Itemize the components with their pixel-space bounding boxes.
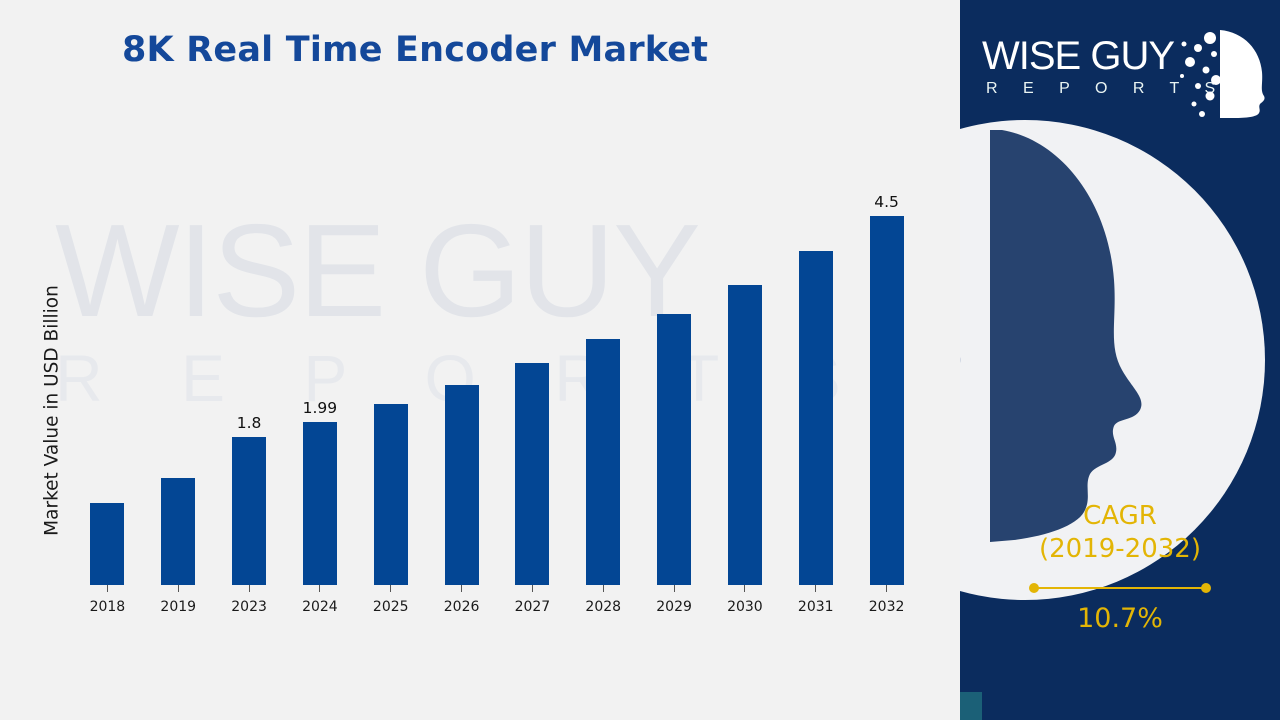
x-axis-tick <box>744 585 746 592</box>
cagr-block: CAGR (2019-2032) 10.7% <box>960 500 1280 634</box>
bar-2029[interactable] <box>657 314 692 585</box>
x-axis-label-2025: 2025 <box>372 599 409 615</box>
dot-cluster-decoration <box>960 357 961 363</box>
x-axis-tick <box>461 585 463 592</box>
y-axis-label: Market Value in USD Billion <box>41 285 63 536</box>
bar-group: 1.99 2024 <box>285 150 355 615</box>
bar-group: 2028 <box>568 150 638 615</box>
bar-value-label-2023: 1.8 <box>236 414 262 433</box>
x-axis-label-2031: 2031 <box>797 599 834 615</box>
bar-group: 2027 <box>497 150 567 615</box>
bar-group: 2018 <box>72 150 142 615</box>
x-axis-tick <box>602 585 604 592</box>
bar-2032[interactable] <box>869 215 904 585</box>
hero-head-silhouette-icon <box>990 130 1142 542</box>
x-axis-label-2024: 2024 <box>302 599 338 615</box>
bar-group: 1.8 2023 <box>214 150 284 615</box>
bar-group: 2030 <box>710 150 780 615</box>
cagr-divider-line <box>1034 586 1206 589</box>
bar-value-label-2024: 1.99 <box>302 398 338 417</box>
x-axis-tick <box>390 585 392 592</box>
cagr-years: (2019-2032) <box>1038 534 1201 565</box>
cagr-value: 10.7% <box>1077 602 1163 634</box>
bar-value-label-2032: 4.5 <box>874 192 899 211</box>
bar-2027[interactable] <box>515 363 550 585</box>
x-axis-tick <box>673 585 675 592</box>
bar-2026[interactable] <box>444 384 479 585</box>
bar-2028[interactable] <box>586 338 621 585</box>
x-axis-label-2030: 2030 <box>727 599 763 615</box>
x-axis-label-2026: 2026 <box>443 599 480 615</box>
x-axis-tick <box>106 585 108 592</box>
logo-wordmark: WISE GUY <box>982 34 1175 78</box>
brand-panel: WISE GUY R E P O R T S CAGR (2019-2032) … <box>960 0 1280 720</box>
x-axis-tick <box>815 585 817 592</box>
cagr-title: CAGR <box>1083 501 1157 531</box>
brand-logo: WISE GUY R E P O R T S <box>982 28 1265 120</box>
x-axis-label-2032: 2032 <box>868 599 905 615</box>
x-axis-tick <box>177 585 179 592</box>
page-title: 8K Real Time Encoder Market <box>122 30 709 70</box>
bar-group: 4.5 2032 <box>852 150 922 615</box>
bar-2030[interactable] <box>727 284 762 585</box>
bar-group: 2025 <box>356 150 426 615</box>
x-axis-label-2028: 2028 <box>585 599 622 615</box>
cagr-divider-dot-right <box>1201 582 1211 593</box>
bar-2018[interactable] <box>90 502 125 585</box>
bar-group: 2026 <box>427 150 497 615</box>
bar-2019[interactable] <box>161 478 196 585</box>
x-axis-label-2027: 2027 <box>514 599 551 615</box>
x-axis-tick <box>886 585 888 592</box>
bar-group: 2019 <box>143 150 213 615</box>
x-axis-label-2019: 2019 <box>160 599 197 615</box>
x-axis-tick <box>319 585 321 592</box>
bar-group: 2031 <box>781 150 851 615</box>
logo-subtitle: R E P O R T S <box>986 80 1226 97</box>
logo-head-icon <box>1180 30 1265 118</box>
bar-2025[interactable] <box>373 404 408 585</box>
x-axis-label-2018: 2018 <box>89 599 126 615</box>
teal-accent-strip <box>960 692 982 720</box>
x-axis-tick <box>248 585 250 592</box>
bar-2031[interactable] <box>798 250 833 585</box>
bar-2023[interactable] <box>232 437 267 585</box>
x-axis-tick <box>531 585 533 592</box>
bar-group: 2029 <box>639 150 709 615</box>
x-axis-label-2023: 2023 <box>231 599 267 615</box>
bar-chart-plot: 2018 2019 1.8 2023 1.99 2024 2025 2026 2027 2028 2… <box>72 150 922 615</box>
cagr-divider <box>1029 582 1211 593</box>
bar-2024[interactable] <box>302 421 337 585</box>
x-axis-label-2029: 2029 <box>656 599 692 615</box>
chart-panel: WISE GUY R E P O R T S 8K Real Time Enco… <box>41 30 922 615</box>
